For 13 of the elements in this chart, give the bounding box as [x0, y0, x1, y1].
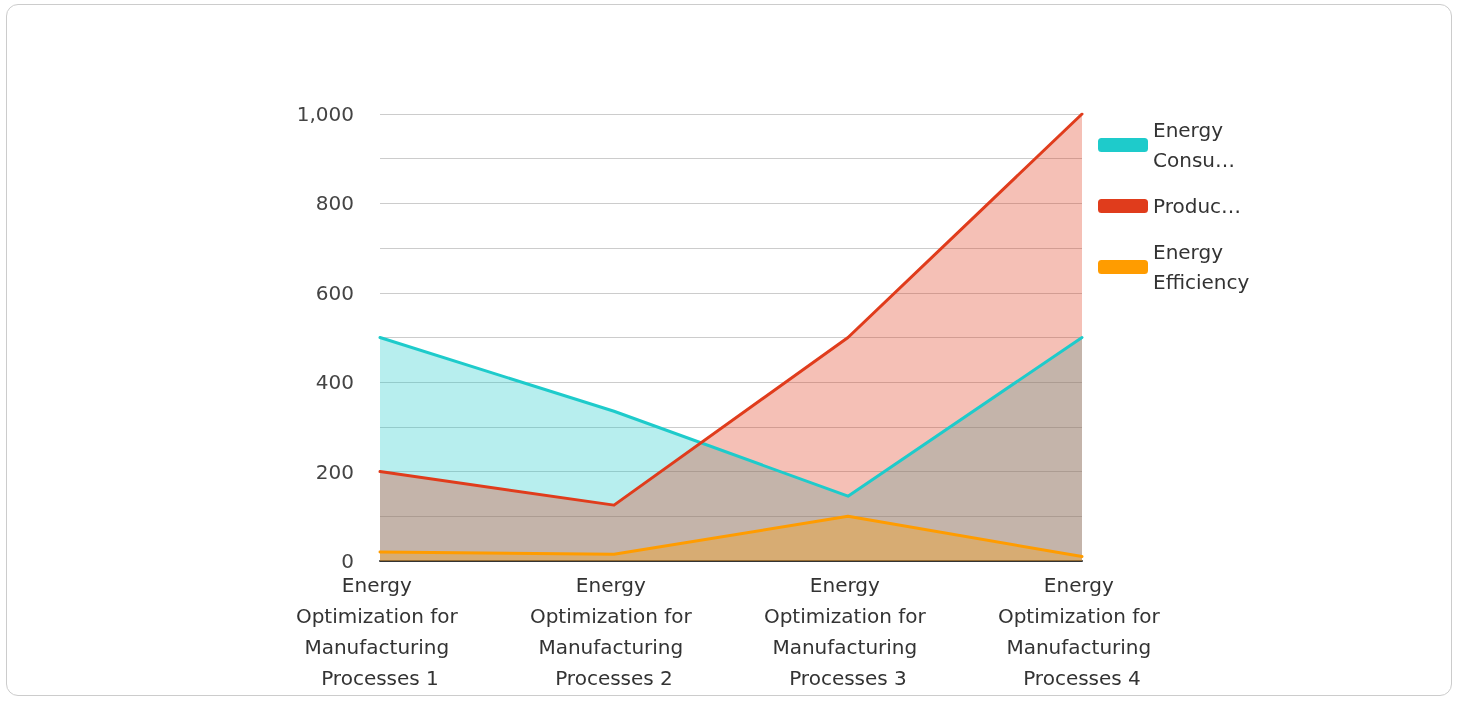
y-tick-label: 400	[315, 370, 354, 395]
y-tick-label: 0	[341, 549, 354, 573]
y-tick-label: 1,000	[296, 102, 354, 126]
y-tick-label: 600	[315, 280, 354, 305]
legend-label: Energy Consu…	[1153, 118, 1235, 172]
x-tick-label: Energy Optimization for Manufacturing Processes 2	[529, 572, 699, 690]
legend-label: Produc…	[1153, 194, 1242, 218]
y-tick-label: 200	[315, 459, 354, 484]
legend-label: Energy Efficiency	[1153, 240, 1250, 294]
x-tick-label: Energy Optimization for Manufacturing Processes 1	[295, 572, 465, 690]
x-tick-label: Energy Optimization for Manufacturing Processes 4	[997, 572, 1167, 690]
x-tick-label: Energy Optimization for Manufacturing Processes 3	[763, 572, 933, 690]
y-tick-label: 800	[315, 191, 354, 216]
